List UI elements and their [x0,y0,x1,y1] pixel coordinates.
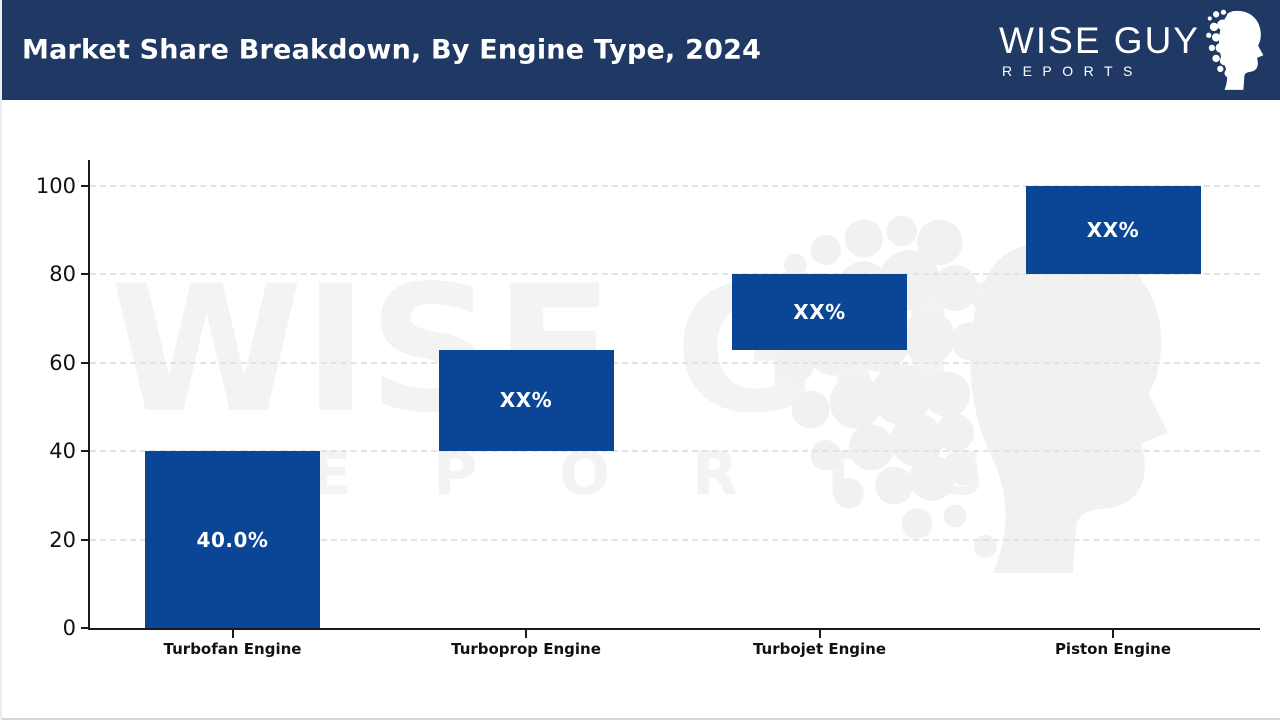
gridline-20 [90,538,1260,541]
chart-area: WISE GUY REPORTS 02040608010040.0%Turbof… [2,100,1280,720]
x-axis-category-label: Turbojet Engine [752,640,887,658]
bottom-border [2,718,1280,720]
logo-subtext: REPORTS [1001,62,1143,79]
x-axis-line [88,628,1260,630]
gridline-100 [90,185,1260,187]
bar-turbofan-engine: 40.0% [145,451,320,628]
y-tick-mark [81,538,89,541]
bar-piston-engine: XX% [1025,186,1201,275]
y-axis-line [88,160,90,630]
logo-wordmark: WISE GUY [998,19,1200,61]
brand-logo: WISE GUY REPORTS [999,6,1268,94]
x-tick-mark [525,630,527,638]
logo-text: WISE GUY REPORTS [999,22,1200,79]
gridline-60 [90,361,1260,364]
y-axis-tick-label: 40 [49,439,76,464]
bar-value-label: XX% [1086,218,1140,243]
header-bar: Market Share Breakdown, By Engine Type, … [2,0,1280,100]
logo-face-icon [1206,9,1264,90]
gridline-40 [90,450,1260,453]
bar-value-label: XX% [793,299,846,324]
x-tick-mark [231,630,234,638]
x-axis-category-label: Turbofan Engine [163,640,302,658]
chart-title: Market Share Breakdown, By Engine Type, … [22,34,762,66]
bar-turboprop-engine: XX% [438,349,614,452]
x-tick-mark [818,630,821,638]
y-tick-mark [81,273,89,276]
y-tick-mark [81,361,89,364]
bar-value-label: XX% [499,388,553,413]
y-tick-mark [81,450,89,453]
y-axis-tick-label: 20 [49,527,76,552]
bar-value-label: 40.0% [196,527,269,552]
y-axis-tick-label: 60 [49,350,76,375]
y-tick-mark [81,185,89,187]
y-axis-tick-label: 0 [62,616,76,640]
x-axis-category-label: Piston Engine [1054,640,1172,658]
gridline-80 [90,273,1260,276]
y-axis-tick-label: 100 [35,174,76,198]
y-tick-mark [81,627,89,629]
x-axis-category-label: Turboprop Engine [451,640,601,658]
watermark-face-icon [772,215,1168,574]
x-tick-mark [1112,630,1114,638]
y-axis-tick-label: 80 [49,262,76,287]
bar-turbojet-engine: XX% [732,274,907,350]
